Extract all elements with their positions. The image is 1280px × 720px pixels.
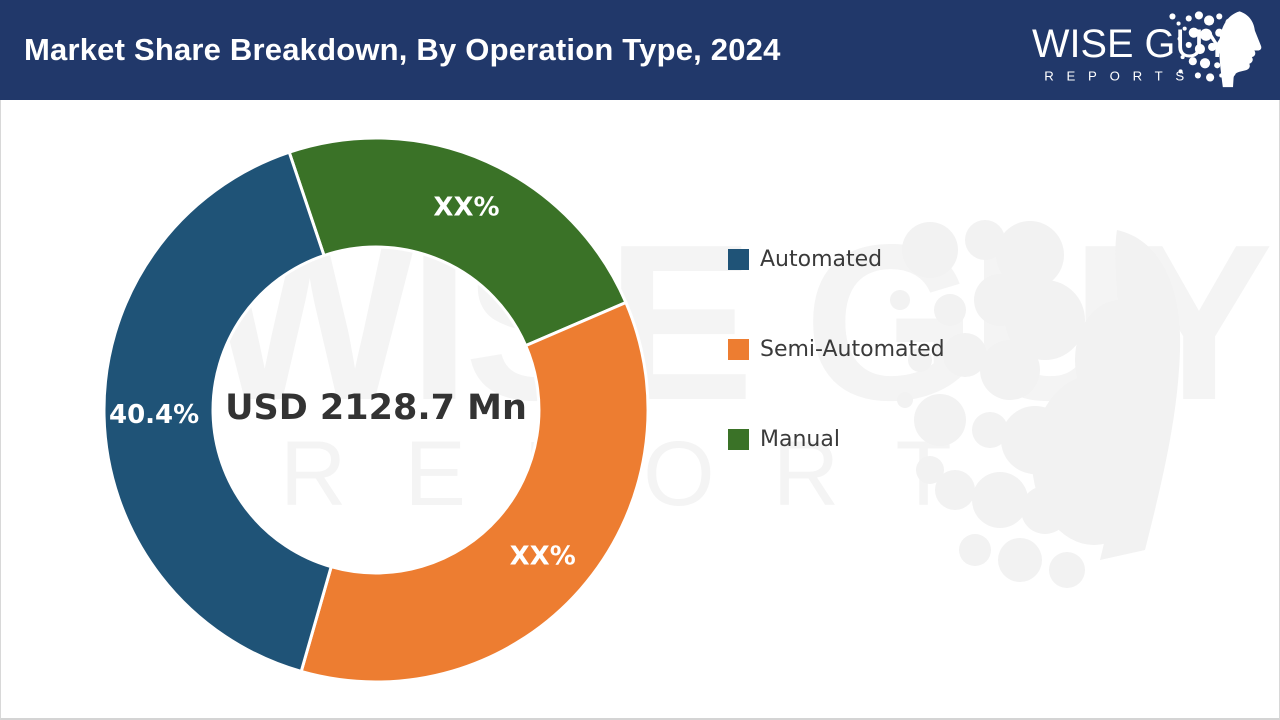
legend-swatch-semi-automated bbox=[728, 338, 749, 360]
wise-guy-reports-logo: WISE GUY REPORTS bbox=[1032, 11, 1262, 88]
donut-segment-manual bbox=[287, 136, 628, 348]
legend-label: Automated bbox=[760, 246, 883, 272]
dotted-head-profile-icon bbox=[1169, 11, 1262, 88]
donut-segment-label-semi-automated: XX% bbox=[510, 542, 576, 572]
chart-legend: Automated Semi-Automated Manual bbox=[728, 245, 945, 515]
legend-item-manual: Manual bbox=[728, 425, 945, 453]
donut-segment-semi-automated bbox=[299, 301, 650, 684]
donut-center-value: USD 2128.7 Mn bbox=[225, 388, 527, 428]
donut-segment-label-automated: 40.4% bbox=[109, 400, 199, 430]
header-bar: Market Share Breakdown, By Operation Typ… bbox=[0, 0, 1280, 100]
donut-segment-automated bbox=[102, 150, 333, 673]
legend-item-automated: Automated bbox=[728, 245, 945, 273]
legend-item-semi-automated: Semi-Automated bbox=[728, 335, 945, 363]
page-title: Market Share Breakdown, By Operation Typ… bbox=[24, 32, 781, 67]
donut-segment-label-manual: XX% bbox=[433, 192, 499, 222]
legend-label: Semi-Automated bbox=[760, 336, 945, 362]
legend-label: Manual bbox=[760, 426, 840, 452]
watermark-dotted-head-icon bbox=[890, 220, 1181, 588]
legend-swatch-manual bbox=[728, 428, 749, 450]
logo-subtext: REPORTS bbox=[1044, 69, 1197, 84]
legend-swatch-automated bbox=[728, 248, 749, 270]
